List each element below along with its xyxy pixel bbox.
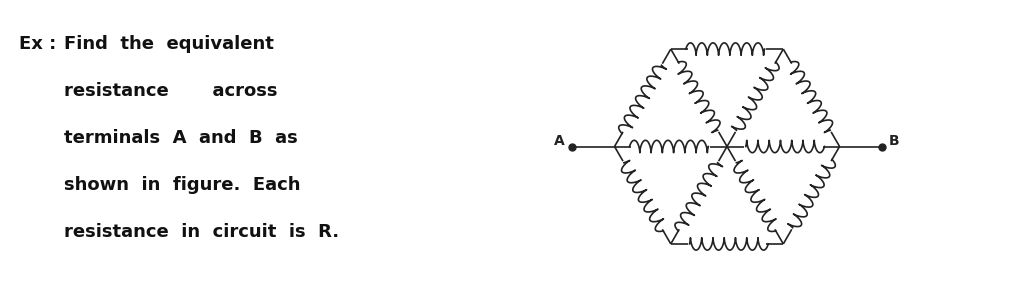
Text: shown  in  figure.  Each: shown in figure. Each: [63, 176, 300, 194]
Text: A: A: [554, 134, 565, 148]
Text: resistance       across: resistance across: [63, 82, 278, 100]
Text: Ex :: Ex :: [18, 35, 62, 53]
Text: resistance  in  circuit  is  R.: resistance in circuit is R.: [63, 223, 339, 241]
Text: B: B: [889, 134, 900, 148]
Text: terminals  A  and  B  as: terminals A and B as: [63, 129, 298, 147]
Text: Find  the  equivalent: Find the equivalent: [63, 35, 273, 53]
